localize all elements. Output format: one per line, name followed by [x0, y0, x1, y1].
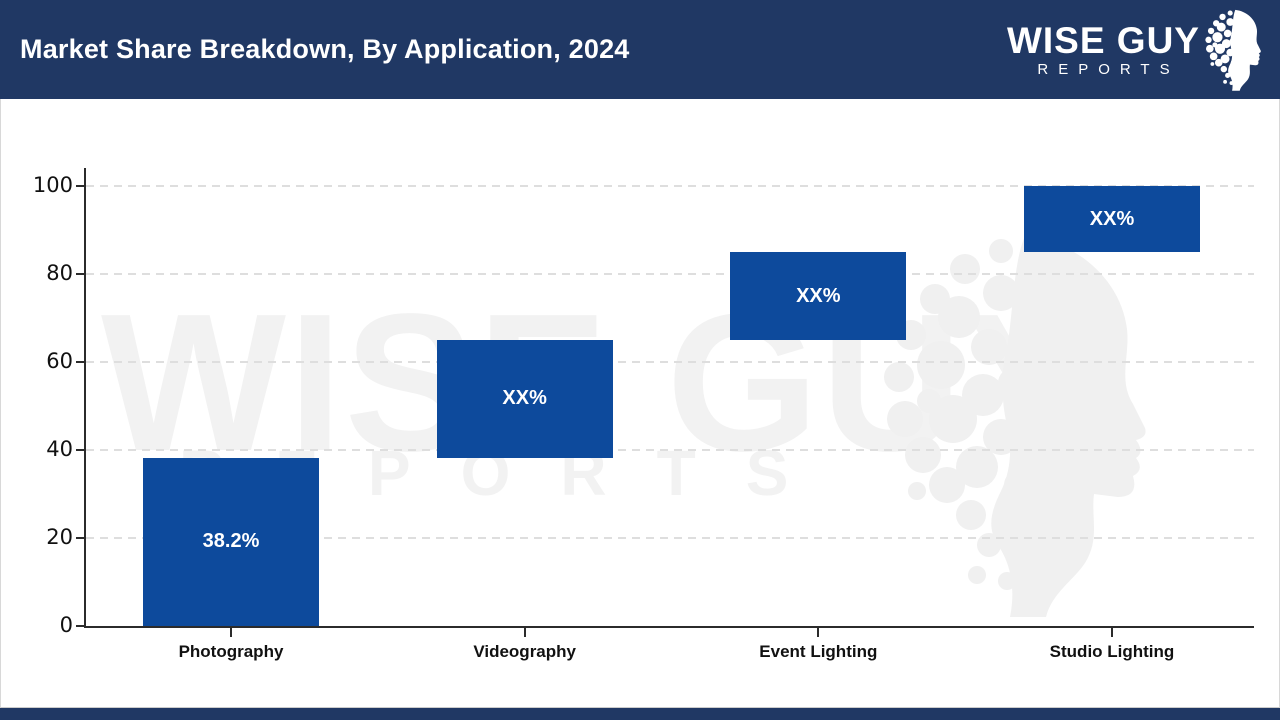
gridline-80 — [86, 273, 1254, 275]
x-axis-line — [84, 626, 1254, 628]
logo-subtitle: REPORTS — [1037, 61, 1180, 78]
page-title: Market Share Breakdown, By Application, … — [20, 34, 630, 64]
header-bar: Market Share Breakdown, By Application, … — [0, 0, 1280, 99]
x-tick-2 — [523, 628, 526, 637]
y-tick-60 — [76, 361, 84, 363]
y-tick-label-60: 60 — [46, 349, 73, 373]
gridline-60 — [86, 361, 1254, 363]
x-category-label-2: Videography — [473, 642, 576, 661]
plot-area: 0 20 40 60 80 100 38.2% Photography XX% Videograp… — [1, 99, 1279, 707]
y-axis-line — [84, 168, 86, 628]
y-tick-80 — [76, 273, 84, 275]
logo-wordmark: WISE GUY — [1006, 20, 1200, 61]
gridline-40 — [86, 449, 1254, 451]
y-tick-label-80: 80 — [46, 261, 73, 285]
gridline-20 — [86, 537, 1254, 539]
y-tick-label-20: 20 — [46, 525, 73, 549]
x-tick-1 — [230, 628, 232, 637]
wiseguy-logo: WISE GUY REPORTS — [1007, 8, 1266, 92]
y-tick-0 — [76, 625, 84, 627]
bar-value-label: 38.2% — [202, 530, 260, 553]
x-category-label-3: Event Lighting — [759, 642, 878, 661]
y-tick-label-100: 100 — [32, 173, 73, 197]
y-tick-label-0: 0 — [59, 613, 73, 637]
y-tick-label-40: 40 — [46, 437, 73, 461]
bar-photography: 38.2% — [143, 457, 319, 626]
bar-value-label: XX% — [502, 387, 547, 410]
dotted-head-profile-icon — [1205, 9, 1261, 91]
chart-area: WISE GUY REPORTS 0 20 40 60 80 100 38.2% Photog… — [0, 99, 1280, 708]
x-tick-4 — [1111, 628, 1113, 637]
bar-event-lighting: XX% — [730, 252, 907, 340]
bar-value-label: XX% — [1089, 207, 1135, 230]
x-tick-3 — [817, 628, 820, 637]
y-tick-100 — [76, 185, 84, 187]
gridline-100 — [86, 185, 1254, 187]
x-category-label-4: Studio Lighting — [1049, 642, 1175, 661]
bar-studio-lighting: XX% — [1024, 186, 1200, 252]
y-tick-40 — [76, 449, 84, 451]
footer-bar — [0, 708, 1280, 720]
bar-value-label: XX% — [796, 284, 841, 307]
bar-videography: XX% — [436, 340, 613, 458]
y-tick-20 — [76, 537, 84, 539]
x-category-label-1: Photography — [178, 642, 284, 661]
